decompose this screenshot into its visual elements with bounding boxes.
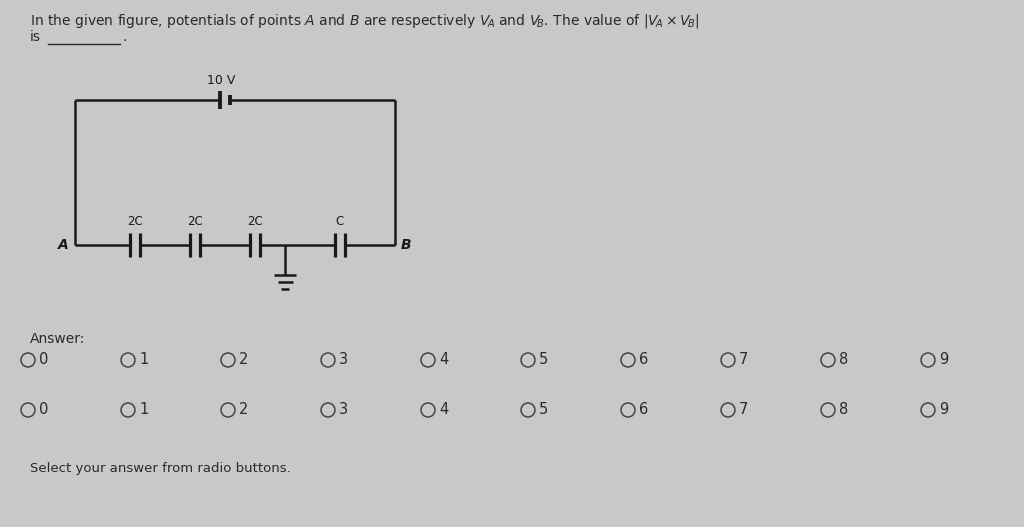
Text: 9: 9 [939, 403, 948, 417]
Text: 8: 8 [839, 403, 848, 417]
Text: 2C: 2C [187, 215, 203, 228]
Text: 1: 1 [139, 353, 148, 367]
Text: 8: 8 [839, 353, 848, 367]
Text: Answer:: Answer: [30, 332, 85, 346]
Text: is: is [30, 30, 41, 44]
Text: 4: 4 [439, 403, 449, 417]
Text: A: A [58, 238, 69, 252]
Text: 0: 0 [39, 353, 48, 367]
Text: B: B [401, 238, 412, 252]
Text: 10 V: 10 V [207, 74, 236, 87]
Text: 2: 2 [239, 403, 249, 417]
Text: Select your answer from radio buttons.: Select your answer from radio buttons. [30, 462, 291, 475]
Text: C: C [336, 215, 344, 228]
Text: 7: 7 [739, 353, 749, 367]
Text: 5: 5 [539, 403, 548, 417]
Text: 4: 4 [439, 353, 449, 367]
Text: 7: 7 [739, 403, 749, 417]
Text: .: . [122, 30, 126, 44]
Text: 2C: 2C [127, 215, 143, 228]
Text: 3: 3 [339, 353, 348, 367]
Text: 9: 9 [939, 353, 948, 367]
Text: 2C: 2C [247, 215, 263, 228]
Text: 6: 6 [639, 403, 648, 417]
Text: 3: 3 [339, 403, 348, 417]
Text: 2: 2 [239, 353, 249, 367]
Text: 1: 1 [139, 403, 148, 417]
Text: In the given figure, potentials of points $\it{A}$ and $\it{B}$ are respectively: In the given figure, potentials of point… [30, 12, 699, 30]
Text: 6: 6 [639, 353, 648, 367]
Text: 0: 0 [39, 403, 48, 417]
Text: 5: 5 [539, 353, 548, 367]
